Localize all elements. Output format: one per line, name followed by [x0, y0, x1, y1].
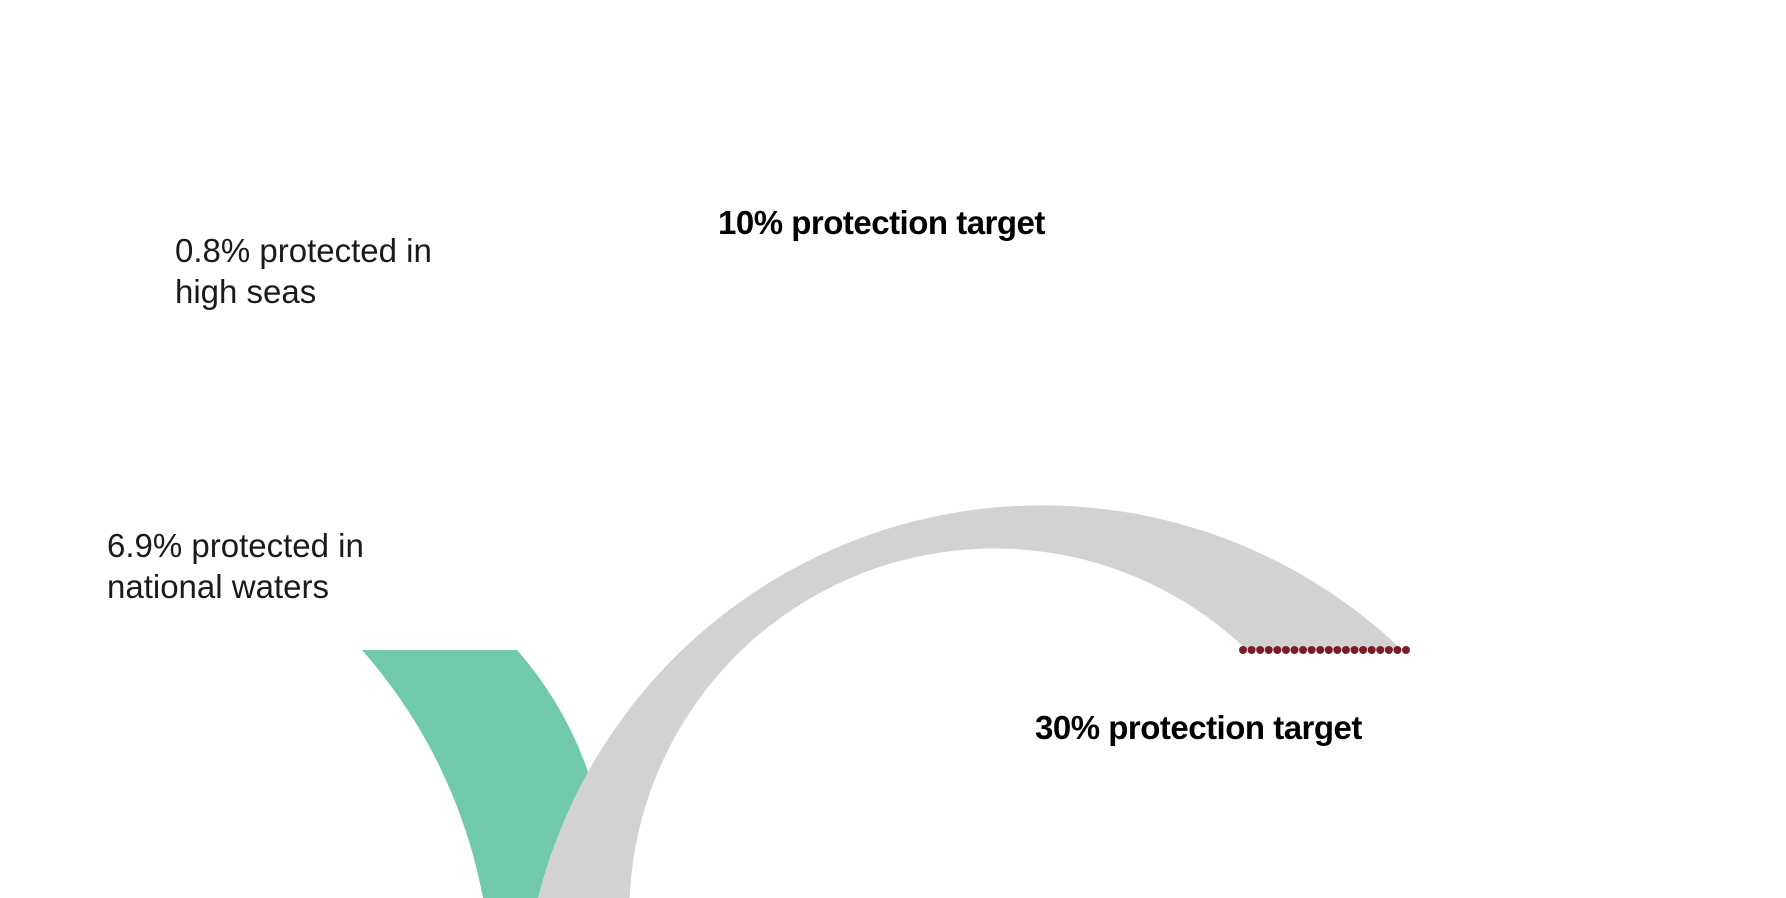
target_10_label: 10% protection target [718, 202, 1045, 243]
half-donut-gauge [0, 0, 1786, 898]
national_waters_label: 6.9% protected innational waters [107, 525, 364, 608]
target_30_label: 30% protection target [1035, 707, 1362, 748]
high_seas_label: 0.8% protected inhigh seas [175, 230, 432, 313]
chart-stage: 0.8% protected inhigh seas 6.9% protected… [0, 0, 1786, 898]
segment-remaining [522, 505, 1402, 898]
